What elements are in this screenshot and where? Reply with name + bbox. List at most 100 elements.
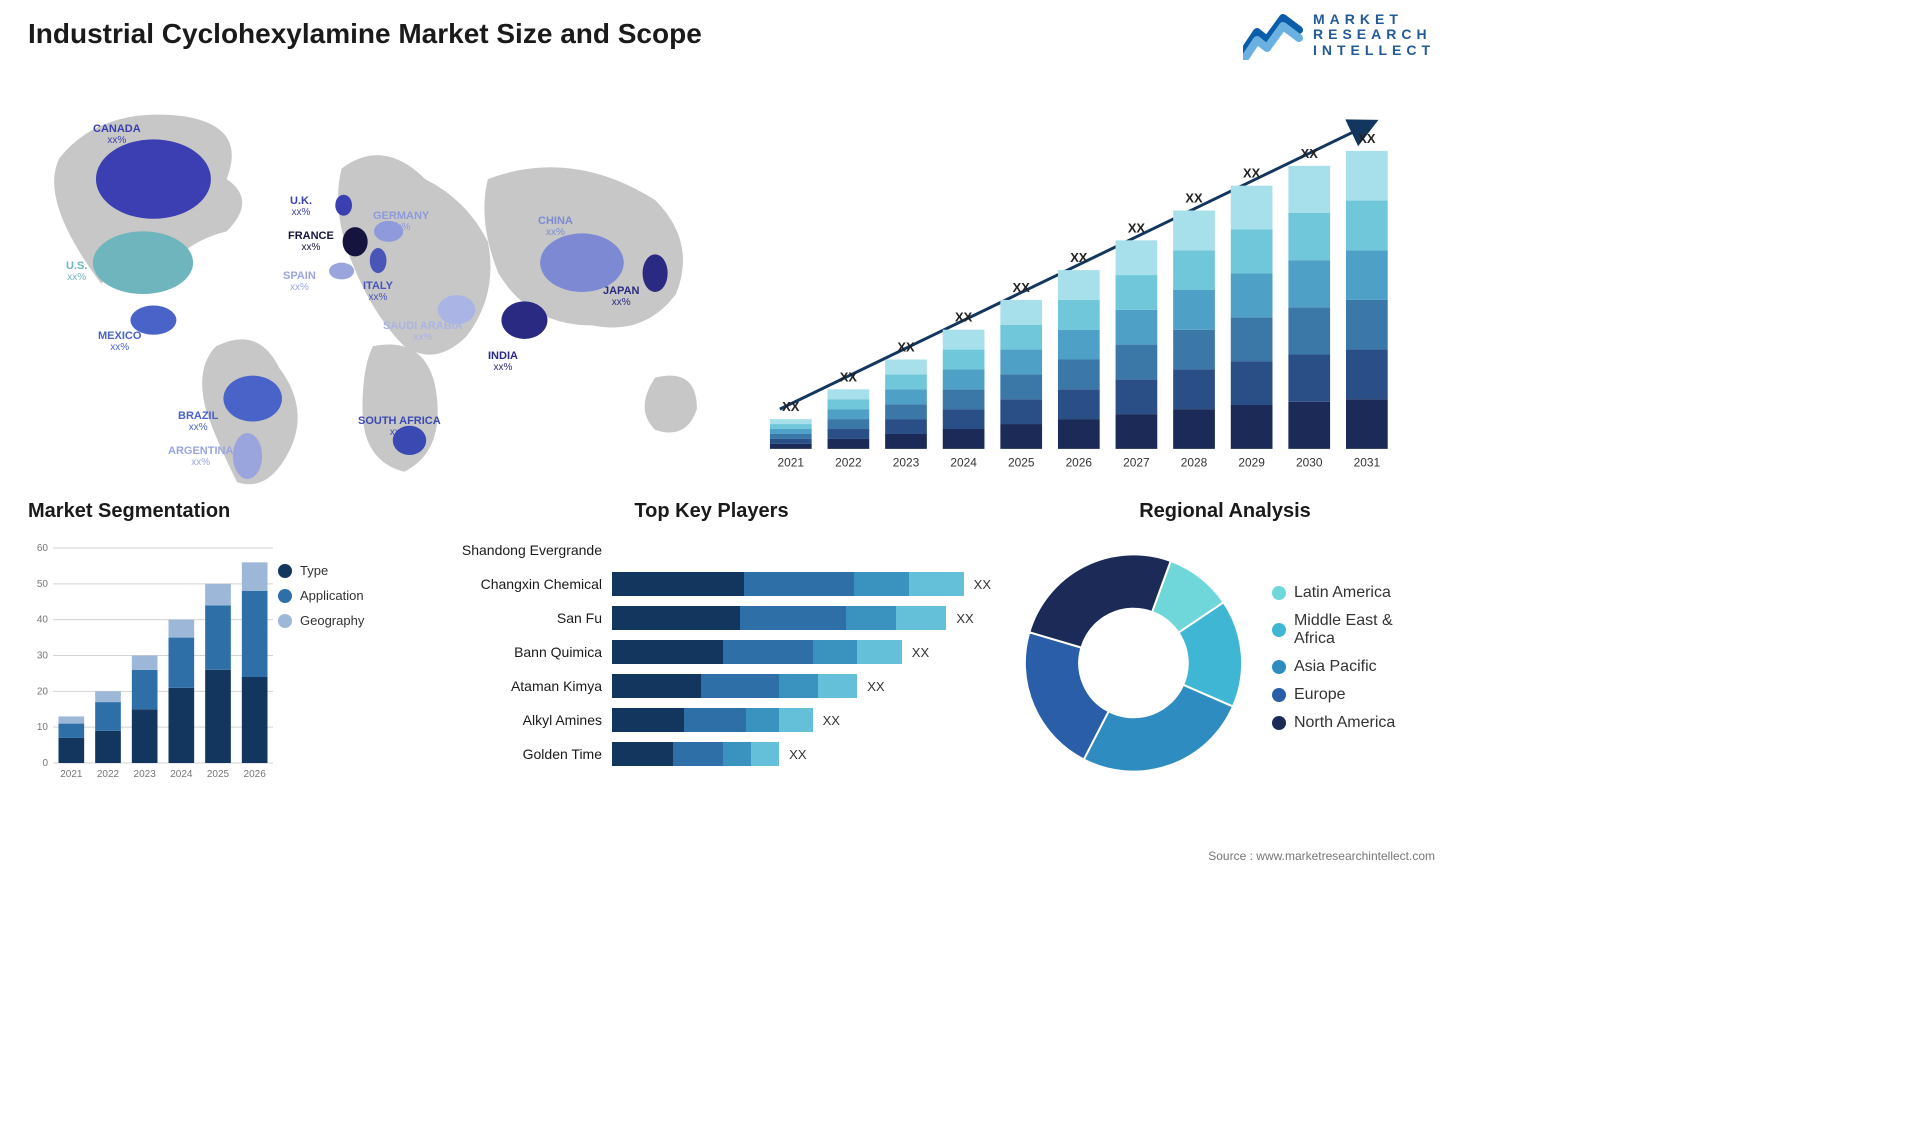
map-label: CANADAxx%	[93, 123, 141, 146]
player-bar: XX	[612, 742, 991, 766]
donut-chart	[1015, 543, 1252, 783]
svg-text:2023: 2023	[134, 769, 157, 780]
legend-item: Middle East & Africa	[1272, 612, 1435, 648]
legend-item: Latin America	[1272, 584, 1435, 602]
players-title: Top Key Players	[432, 500, 991, 523]
brand-line2: RESEARCH	[1313, 27, 1435, 42]
legend-item: Geography	[278, 613, 408, 628]
svg-text:2030: 2030	[1296, 456, 1323, 470]
svg-text:XX: XX	[1127, 220, 1145, 235]
svg-text:XX: XX	[1070, 250, 1088, 265]
map-label: U.S.xx%	[66, 260, 87, 283]
svg-text:2025: 2025	[207, 769, 230, 780]
player-value: XX	[956, 611, 973, 626]
player-value: XX	[912, 645, 929, 660]
svg-text:XX: XX	[1243, 166, 1261, 181]
map-label: JAPANxx%	[603, 285, 639, 308]
brand-line3: INTELLECT	[1313, 43, 1435, 58]
page-title: Industrial Cyclohexylamine Market Size a…	[28, 18, 702, 50]
svg-text:XX: XX	[1300, 146, 1318, 161]
svg-text:10: 10	[37, 722, 49, 733]
svg-text:2026: 2026	[1065, 456, 1092, 470]
player-bar: XX	[612, 640, 991, 664]
map-label: SOUTH AFRICAxx%	[358, 415, 441, 438]
player-bar: XX	[612, 674, 991, 698]
player-label: Alkyl Amines	[432, 712, 612, 728]
player-value: XX	[789, 747, 806, 762]
svg-text:XX: XX	[1185, 191, 1203, 206]
player-row: Golden Time XX	[432, 737, 991, 771]
map-label: GERMANYxx%	[373, 210, 429, 233]
legend-item: North America	[1272, 714, 1435, 732]
svg-text:2027: 2027	[1123, 456, 1150, 470]
svg-text:XX: XX	[782, 399, 800, 414]
svg-text:XX: XX	[897, 340, 915, 355]
source-attribution: Source : www.marketresearchintellect.com	[1208, 849, 1435, 863]
player-label: San Fu	[432, 610, 612, 626]
svg-text:2028: 2028	[1180, 456, 1207, 470]
world-map-icon	[28, 85, 760, 503]
player-value: XX	[867, 679, 884, 694]
svg-text:XX: XX	[1358, 131, 1376, 146]
svg-text:2024: 2024	[950, 456, 977, 470]
player-label: Ataman Kimya	[432, 678, 612, 694]
players-panel: Top Key Players Shandong Evergrande Chan…	[432, 500, 991, 835]
player-row: Ataman Kimya XX	[432, 669, 991, 703]
world-map-panel: CANADAxx% U.S.xx% MEXICOxx% BRAZILxx% ARGENT…	[28, 85, 760, 485]
brand-line1: MARKET	[1313, 12, 1435, 27]
svg-text:2031: 2031	[1353, 456, 1380, 470]
segmentation-legend: Type Application Geography	[278, 533, 408, 793]
player-row: Bann Quimica XX	[432, 635, 991, 669]
svg-text:2023: 2023	[892, 456, 919, 470]
player-bar: XX	[612, 572, 991, 596]
player-value: XX	[974, 577, 991, 592]
legend-item: Application	[278, 588, 408, 603]
player-bar: XX	[612, 708, 991, 732]
map-label: U.K.xx%	[290, 195, 312, 218]
brand-mark-icon	[1243, 10, 1303, 60]
svg-text:2029: 2029	[1238, 456, 1265, 470]
regional-panel: Regional Analysis Latin America Middle Ea…	[1015, 500, 1435, 835]
svg-text:2022: 2022	[835, 456, 862, 470]
legend-item: Type	[278, 563, 408, 578]
regional-title: Regional Analysis	[1015, 500, 1435, 523]
segmentation-panel: Market Segmentation 0 10 20 30 40 50 60 2021 202…	[28, 500, 408, 835]
player-row: Changxin Chemical XX	[432, 567, 991, 601]
svg-text:20: 20	[37, 686, 49, 697]
forecast-chart: 2021XX2022XX2023XX2024XX2025XX2026XX2027…	[760, 85, 1435, 485]
player-value: XX	[823, 713, 840, 728]
legend-item: Europe	[1272, 686, 1435, 704]
map-label: INDIAxx%	[488, 350, 518, 373]
player-label: Bann Quimica	[432, 644, 612, 660]
map-label: SAUDI ARABIAxx%	[383, 320, 463, 343]
player-bar: XX	[612, 606, 991, 630]
map-label: CHINAxx%	[538, 215, 573, 238]
svg-text:2022: 2022	[97, 769, 120, 780]
svg-text:50: 50	[37, 579, 49, 590]
map-label: BRAZILxx%	[178, 410, 218, 433]
player-label: Changxin Chemical	[432, 576, 612, 592]
svg-text:XX: XX	[1012, 280, 1030, 295]
map-label: MEXICOxx%	[98, 330, 141, 353]
svg-text:2024: 2024	[170, 769, 193, 780]
map-label: SPAINxx%	[283, 270, 316, 293]
svg-text:XX: XX	[955, 310, 973, 325]
segmentation-title: Market Segmentation	[28, 500, 408, 523]
regional-legend: Latin America Middle East & Africa Asia Pa…	[1272, 584, 1435, 742]
map-label: ITALYxx%	[363, 280, 393, 303]
svg-text:0: 0	[42, 758, 48, 769]
brand-logo: MARKET RESEARCH INTELLECT	[1243, 10, 1435, 60]
legend-item: Asia Pacific	[1272, 658, 1435, 676]
players-header: Shandong Evergrande	[432, 542, 612, 558]
svg-text:2026: 2026	[244, 769, 267, 780]
svg-text:30: 30	[37, 651, 49, 662]
map-label: FRANCExx%	[288, 230, 334, 253]
svg-text:XX: XX	[839, 369, 857, 384]
svg-text:2021: 2021	[60, 769, 83, 780]
svg-text:60: 60	[37, 543, 49, 554]
player-row: San Fu XX	[432, 601, 991, 635]
map-label: ARGENTINAxx%	[168, 445, 233, 468]
svg-text:2021: 2021	[777, 456, 804, 470]
svg-text:40: 40	[37, 615, 49, 626]
player-label: Golden Time	[432, 746, 612, 762]
